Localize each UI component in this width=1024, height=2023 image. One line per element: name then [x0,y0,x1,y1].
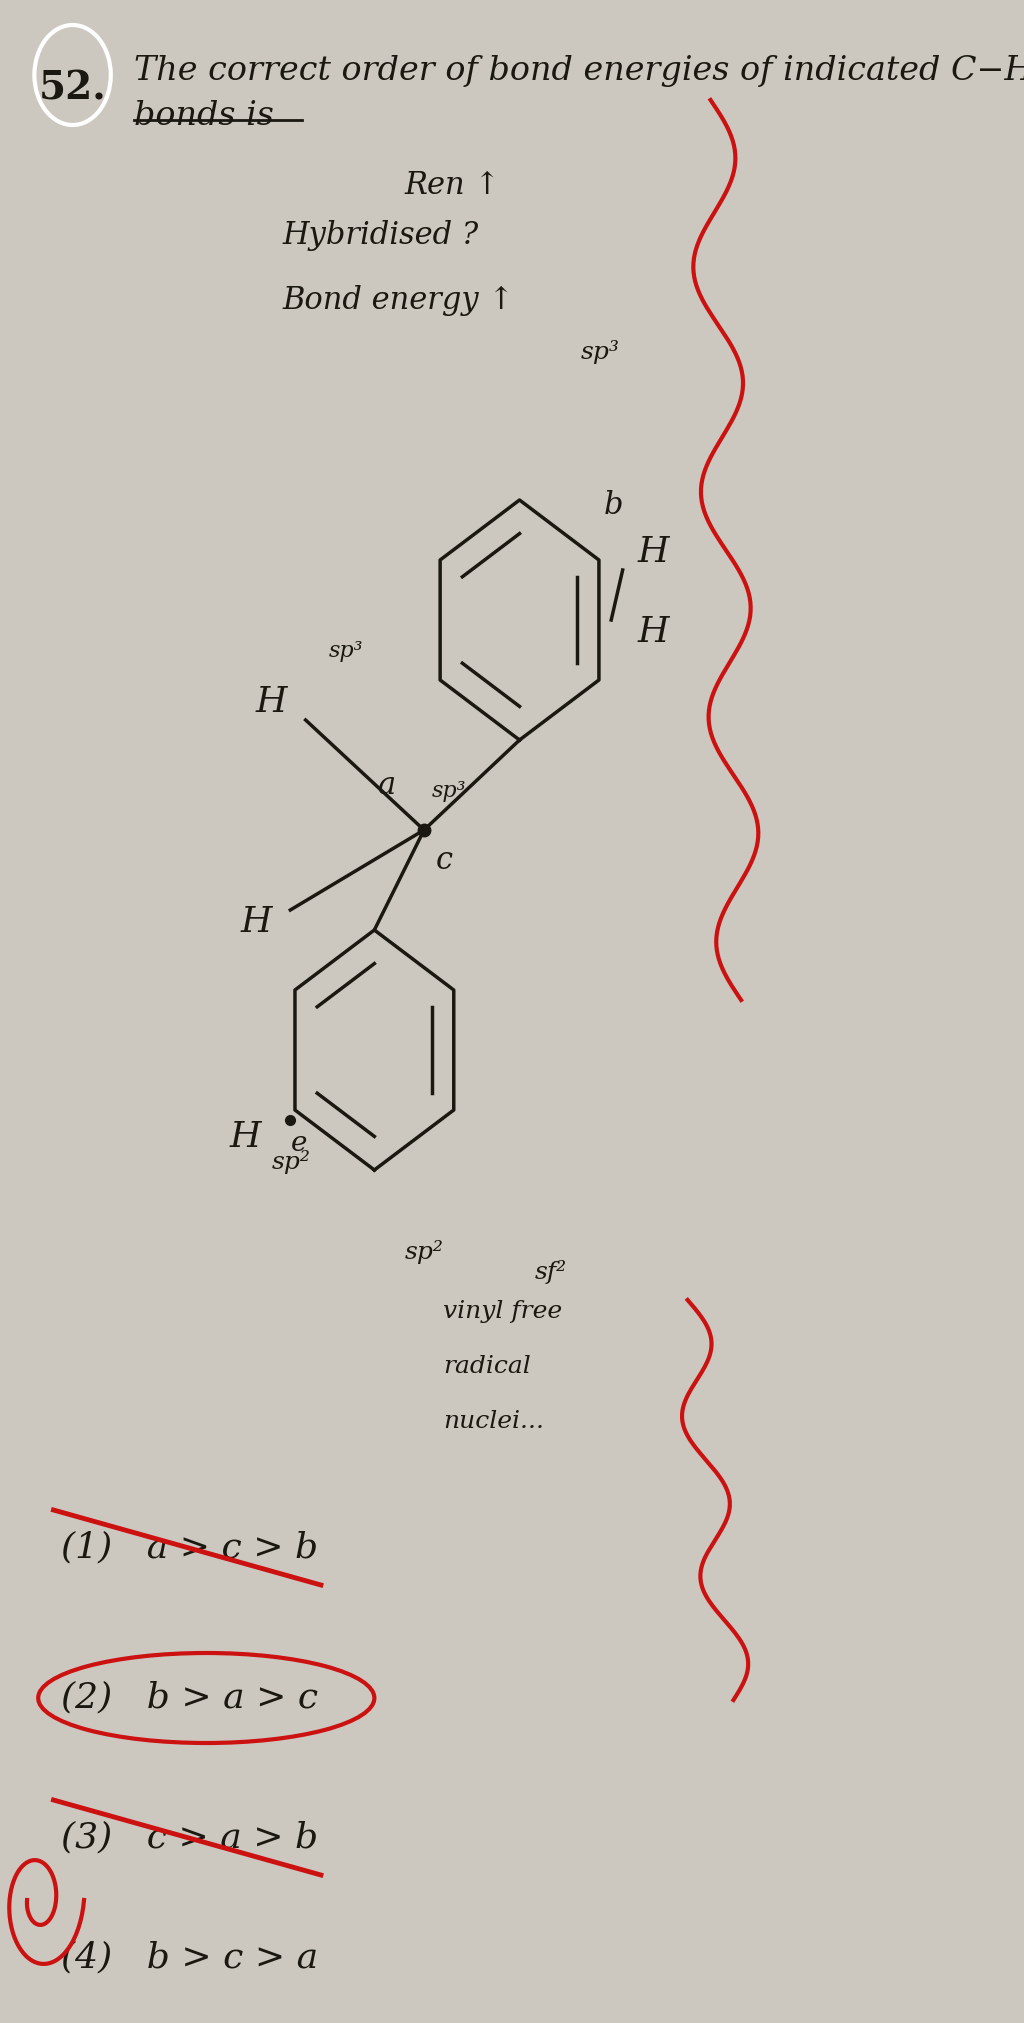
Text: H: H [256,686,288,718]
Text: Bond energy ↑: Bond energy ↑ [283,285,515,316]
Text: sp²: sp² [271,1149,310,1173]
Text: a: a [378,771,396,801]
Text: H: H [638,615,670,649]
Text: (3)   c > a > b: (3) c > a > b [61,1821,318,1853]
Text: radical: radical [443,1355,530,1378]
Text: Ren ↑: Ren ↑ [404,170,501,200]
Text: (4)   b > c > a: (4) b > c > a [61,1940,318,1974]
Text: bonds is: bonds is [134,99,273,131]
Text: (2)   b > a > c: (2) b > a > c [61,1679,318,1713]
Text: H: H [638,534,670,568]
Text: H: H [229,1121,261,1153]
Text: nuclei...: nuclei... [443,1410,544,1432]
Text: H: H [241,904,272,939]
Text: sp²: sp² [404,1240,443,1264]
Text: sp³: sp³ [432,781,466,801]
Text: vinyl free: vinyl free [443,1301,562,1323]
Text: Hybridised ?: Hybridised ? [283,221,479,251]
Text: The correct order of bond energies of indicated C−H: The correct order of bond energies of in… [134,55,1024,87]
Text: e: e [291,1131,307,1157]
Text: c: c [435,846,453,876]
Text: sf²: sf² [535,1260,567,1285]
Text: 52.: 52. [39,69,106,107]
Text: (1)   a > c > b: (1) a > c > b [61,1529,318,1564]
Text: sp³: sp³ [581,340,620,364]
Text: b: b [603,490,623,522]
Text: sp³: sp³ [329,639,364,662]
